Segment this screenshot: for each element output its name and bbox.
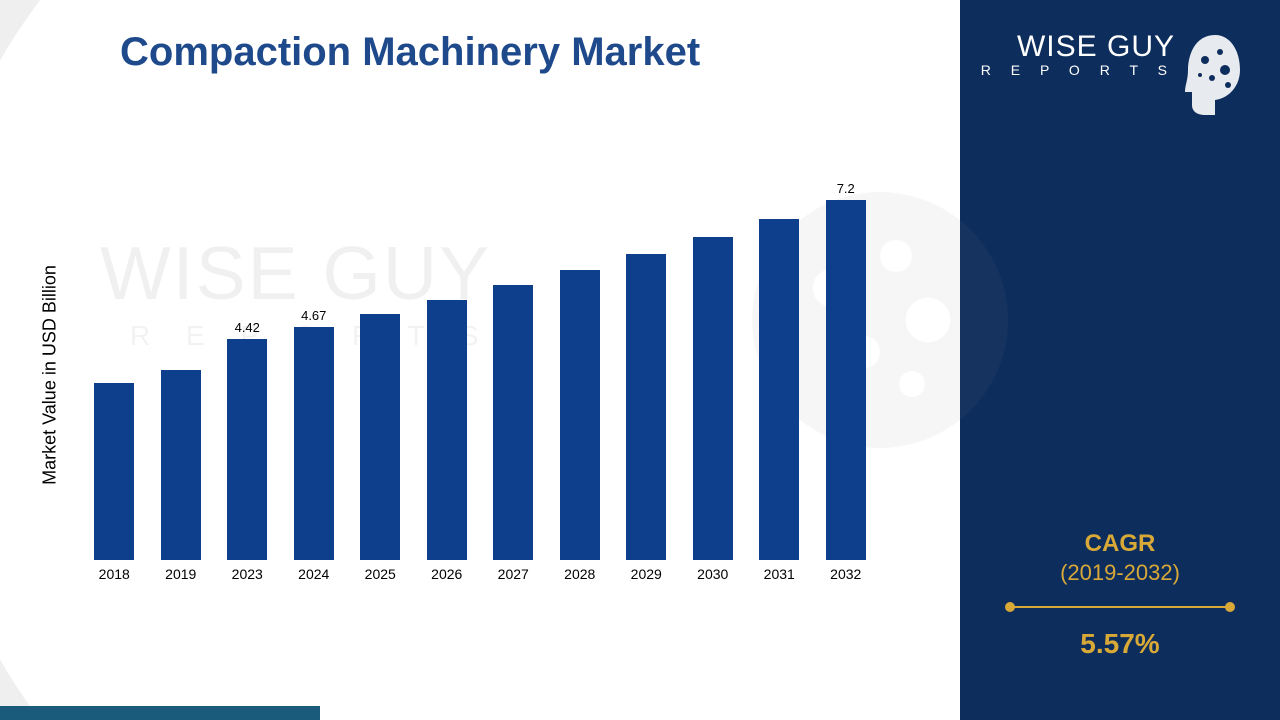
bar-slot [157, 160, 206, 560]
y-axis-label: Market Value in USD Billion [40, 265, 61, 485]
x-tick-label: 2027 [489, 560, 538, 590]
bar [826, 200, 866, 560]
bar-value-label: 7.2 [837, 181, 855, 196]
bar-slot [755, 160, 804, 560]
bottom-accent-strip [0, 706, 320, 720]
cagr-panel: CAGR (2019-2032) 5.57% [990, 530, 1250, 660]
bar [626, 254, 666, 561]
bar [759, 219, 799, 561]
x-tick-label: 2024 [290, 560, 339, 590]
x-tick-label: 2018 [90, 560, 139, 590]
bar-slot: 4.42 [223, 160, 272, 560]
cagr-value: 5.57% [990, 628, 1250, 660]
brand-logo: WISE GUY R E P O R T S [981, 30, 1250, 78]
logo-text-main: WISE GUY [981, 30, 1175, 64]
bar [294, 327, 334, 561]
x-tick-label: 2019 [157, 560, 206, 590]
bar [493, 285, 533, 560]
bar-slot: 4.67 [290, 160, 339, 560]
bar [560, 270, 600, 560]
bar-value-label: 4.67 [301, 308, 326, 323]
x-tick-label: 2025 [356, 560, 405, 590]
bar-slot [556, 160, 605, 560]
bar [693, 237, 733, 561]
x-tick-label: 2026 [423, 560, 472, 590]
plot-area: 4.42 4.67 7.2 [85, 160, 875, 560]
bar [227, 339, 267, 560]
bar-slot [423, 160, 472, 560]
bar [427, 300, 467, 561]
chart-title: Compaction Machinery Market [120, 30, 700, 75]
x-tick-label: 2031 [755, 560, 804, 590]
bar-chart: Market Value in USD Billion 4.424.677.2 … [55, 160, 875, 590]
x-axis: 2018 2019 2023 2024 2025 2026 2027 2028 2029 2030… [85, 560, 875, 590]
x-tick-label: 2030 [689, 560, 738, 590]
bar [360, 314, 400, 561]
head-icon [1180, 30, 1250, 120]
cagr-divider [1010, 606, 1230, 608]
bar-slot [90, 160, 139, 560]
bar [94, 383, 134, 561]
x-tick-label: 2032 [822, 560, 871, 590]
cagr-period: (2019-2032) [990, 560, 1250, 586]
logo-text-sub: R E P O R T S [981, 62, 1175, 78]
cagr-label: CAGR [990, 530, 1250, 558]
bar-slot: 7.2 [822, 160, 871, 560]
bar-slot [689, 160, 738, 560]
x-tick-label: 2029 [622, 560, 671, 590]
bar-slot [489, 160, 538, 560]
bar [161, 370, 201, 560]
bar-slot [356, 160, 405, 560]
market-report-graphic: WISE GUY R E P O R T S Compaction Machin… [0, 0, 1280, 720]
bar-value-label: 4.42 [235, 320, 260, 335]
x-tick-label: 2023 [223, 560, 272, 590]
x-tick-label: 2028 [556, 560, 605, 590]
bar-slot [622, 160, 671, 560]
